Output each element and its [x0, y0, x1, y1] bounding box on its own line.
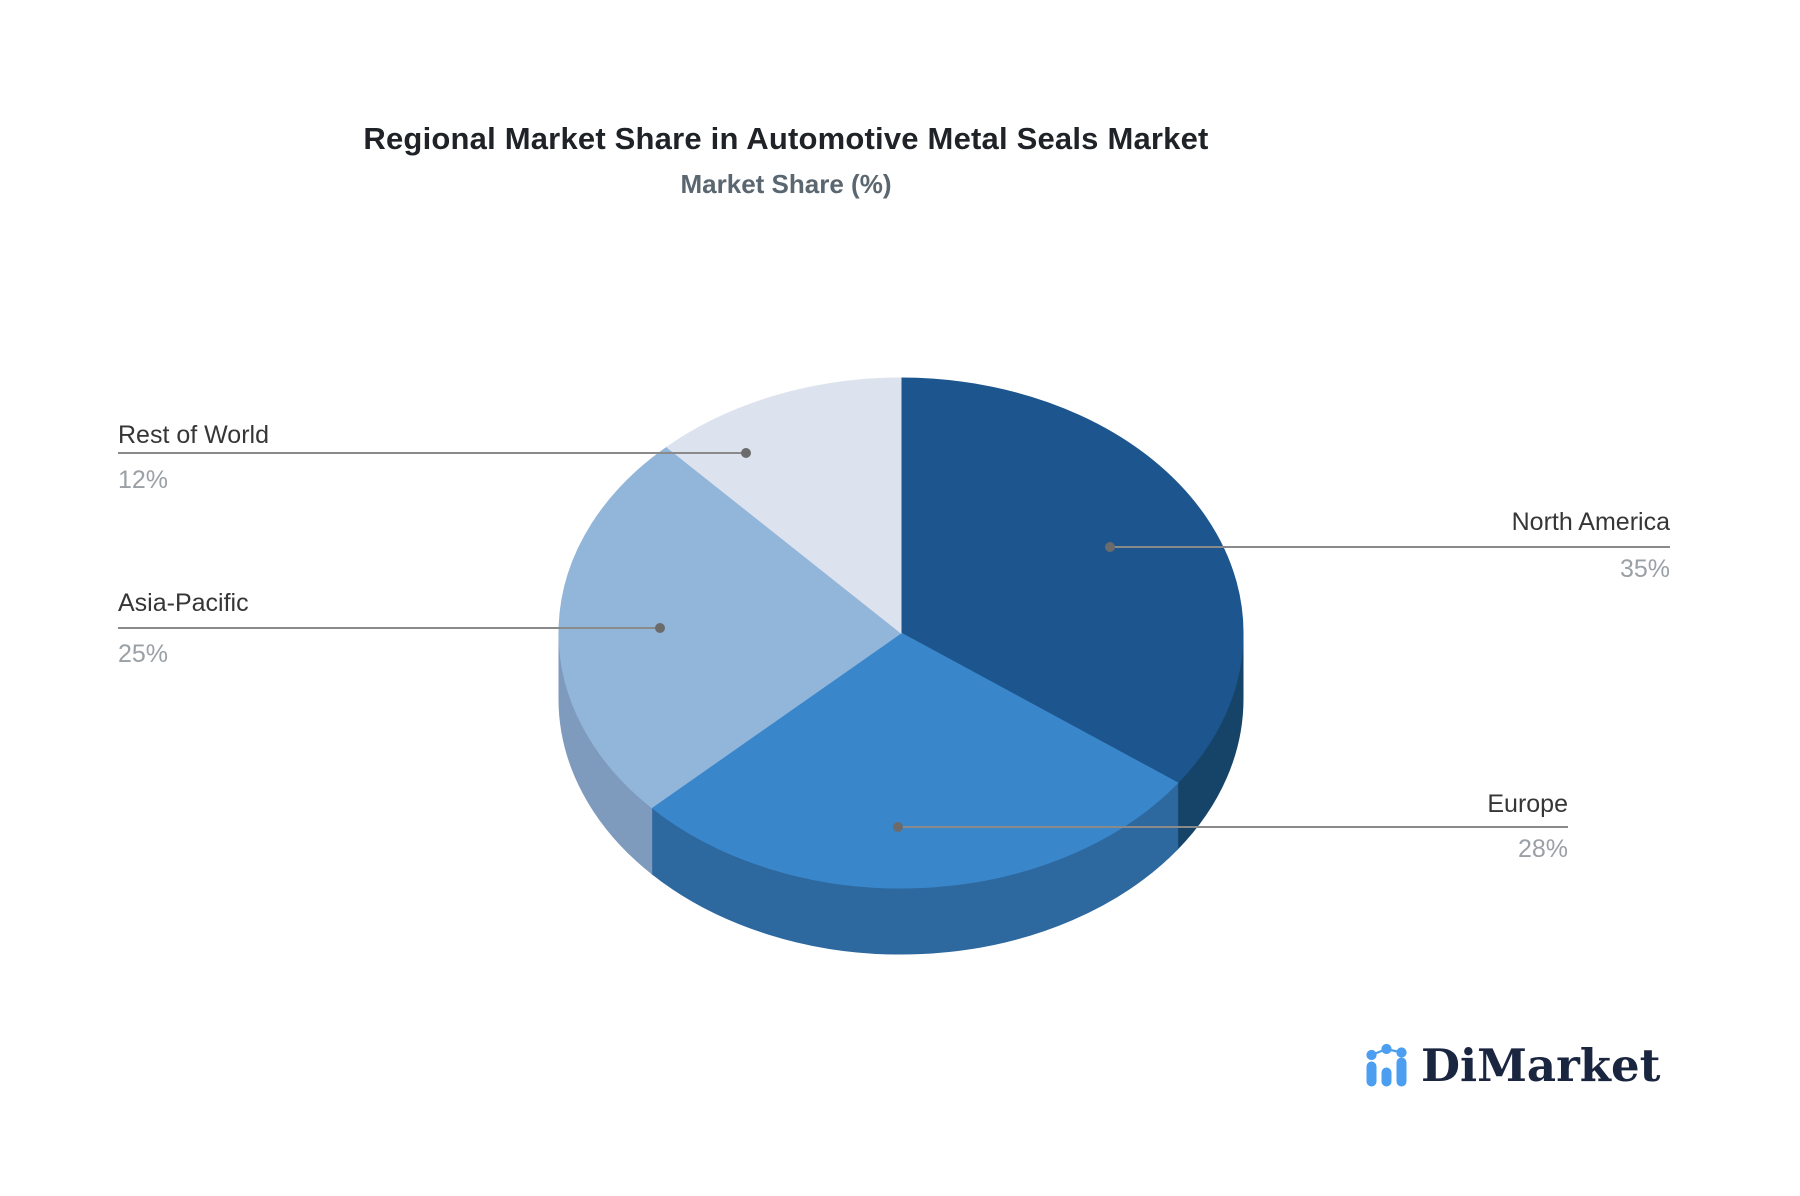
callout-line-europe: [898, 826, 1568, 828]
callout-label-europe: Europe: [1487, 790, 1568, 818]
callout-label-north-america: North America: [1511, 508, 1670, 536]
callout-value-europe: 28%: [1517, 835, 1568, 863]
callout-dot-europe: [893, 822, 903, 832]
chart-title: Regional Market Share in Automotive Meta…: [363, 121, 1209, 156]
pie-slice-asia-pacific[interactable]: [558, 446, 902, 809]
pie-slice-north-america[interactable]: [900, 377, 1244, 784]
callout-line-asia-pacific: [118, 627, 660, 629]
callout-dot-asia-pacific: [655, 623, 665, 633]
callout-value-rest-of-world: 12%: [118, 466, 169, 494]
callout-dot-north-america: [1105, 542, 1115, 552]
callout-dot-rest-of-world: [741, 448, 751, 458]
pie-slice-rest-of-world[interactable]: [666, 377, 902, 635]
callout-label-rest-of-world: Rest of World: [118, 421, 269, 449]
callout-value-asia-pacific: 25%: [118, 640, 169, 668]
bar-chart-trend-icon: [1366, 1043, 1407, 1087]
chart-subtitle: Market Share (%): [680, 169, 892, 199]
callout-label-asia-pacific: Asia-Pacific: [118, 589, 249, 617]
dimarket-logo: DiMarket: [1365, 1042, 1660, 1088]
dimarket-logo-text: DiMarket: [1421, 1038, 1661, 1092]
callout-value-north-america: 35%: [1619, 555, 1670, 583]
callout-line-north-america: [1110, 546, 1670, 548]
callout-line-rest-of-world: [118, 452, 746, 454]
